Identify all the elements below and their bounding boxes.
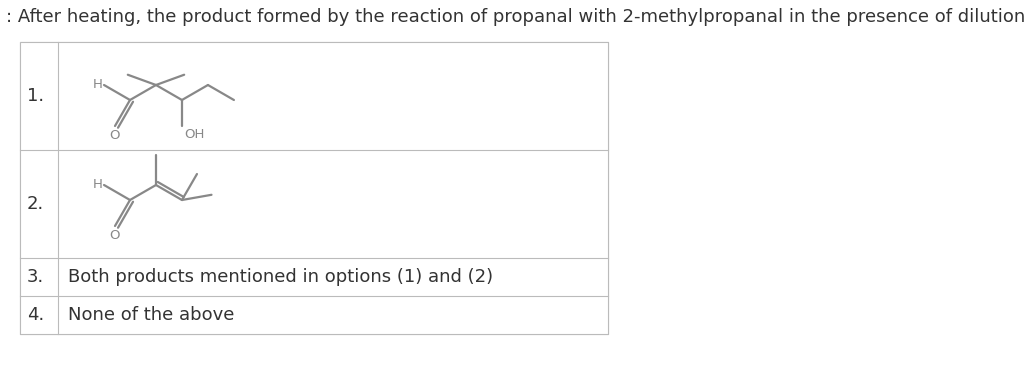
- Text: O: O: [110, 229, 120, 242]
- Bar: [20, 150, 608, 258]
- Text: None of the above: None of the above: [68, 306, 234, 324]
- Text: : After heating, the product formed by the reaction of propanal with 2-methylpro: : After heating, the product formed by t…: [6, 8, 1024, 26]
- Text: H: H: [93, 78, 103, 92]
- Text: OH: OH: [184, 128, 205, 142]
- Bar: [20, 296, 608, 334]
- Polygon shape: [20, 42, 608, 334]
- Bar: [20, 42, 608, 150]
- Text: 1.: 1.: [27, 87, 44, 105]
- Text: Both products mentioned in options (1) and (2): Both products mentioned in options (1) a…: [68, 268, 494, 286]
- Text: 4.: 4.: [27, 306, 44, 324]
- Text: O: O: [110, 129, 120, 142]
- Bar: [20, 258, 608, 296]
- Text: 3.: 3.: [27, 268, 44, 286]
- Text: H: H: [93, 178, 103, 191]
- Text: 2.: 2.: [27, 195, 44, 213]
